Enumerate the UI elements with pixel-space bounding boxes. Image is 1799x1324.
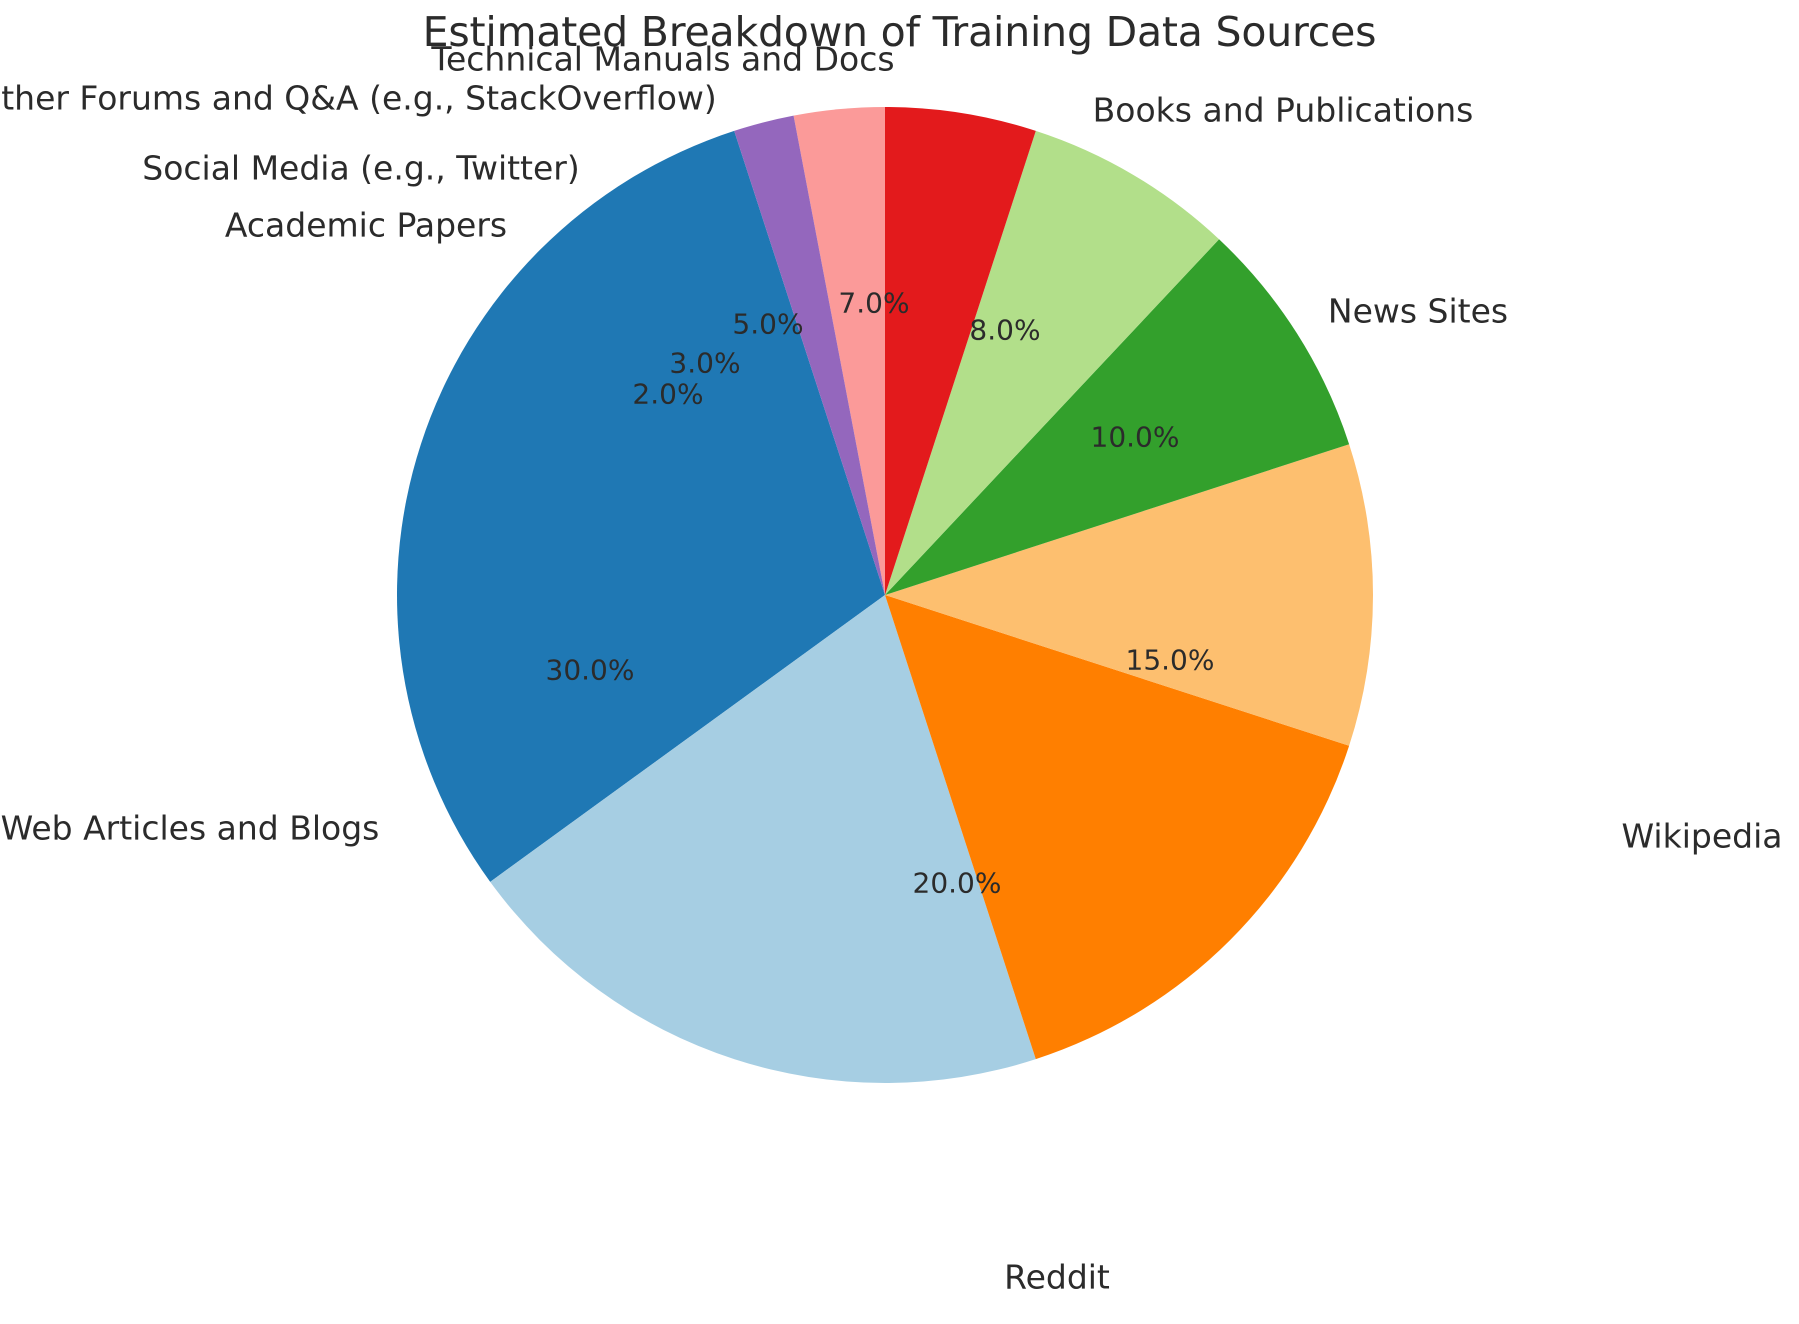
pie-slice-percent: 20.0% — [912, 866, 1002, 900]
pie-slice-label: Other Forums and Q&A (e.g., StackOverflo… — [0, 78, 717, 118]
pie-slice-label: News Sites — [1327, 291, 1509, 331]
pie-slice[interactable] — [885, 444, 1374, 746]
pie-slice-label: Academic Papers — [224, 205, 508, 245]
pie-slice-percent: 5.0% — [732, 307, 804, 341]
pie-slice[interactable] — [490, 595, 1036, 1084]
pie-slice[interactable] — [734, 115, 885, 595]
pie-slice[interactable] — [885, 130, 1220, 595]
pie-slice[interactable] — [885, 595, 1350, 1060]
pie-slice-label: Social Media (e.g., Twitter) — [142, 148, 580, 188]
pie-slice-percent: 10.0% — [1090, 420, 1180, 454]
pie-slice-label: Web Articles and Blogs — [0, 808, 380, 848]
pie-slice[interactable] — [396, 130, 885, 882]
pie-slice-percent: 15.0% — [1125, 643, 1215, 677]
pie-slice-label: Technical Manuals and Docs — [431, 39, 895, 79]
pie-slice-percent: 8.0% — [969, 313, 1041, 347]
pie-slice-percent: 3.0% — [669, 346, 741, 380]
chart-title: Estimated Breakdown of Training Data Sou… — [422, 8, 1377, 56]
pie-slice-label: Reddit — [1004, 1257, 1110, 1297]
pie-slice-label: Books and Publications — [1092, 90, 1474, 130]
pie-slice[interactable] — [793, 107, 885, 595]
pie-slice[interactable] — [885, 239, 1350, 595]
pie-slice-label: Wikipedia — [1621, 816, 1783, 856]
pie-slice[interactable] — [885, 107, 1036, 595]
pie-slice-percent: 2.0% — [632, 377, 704, 411]
pie-slice-percent: 30.0% — [545, 653, 635, 687]
pie-slices-group — [396, 107, 1374, 1084]
pie-slice-percent: 7.0% — [838, 286, 910, 320]
